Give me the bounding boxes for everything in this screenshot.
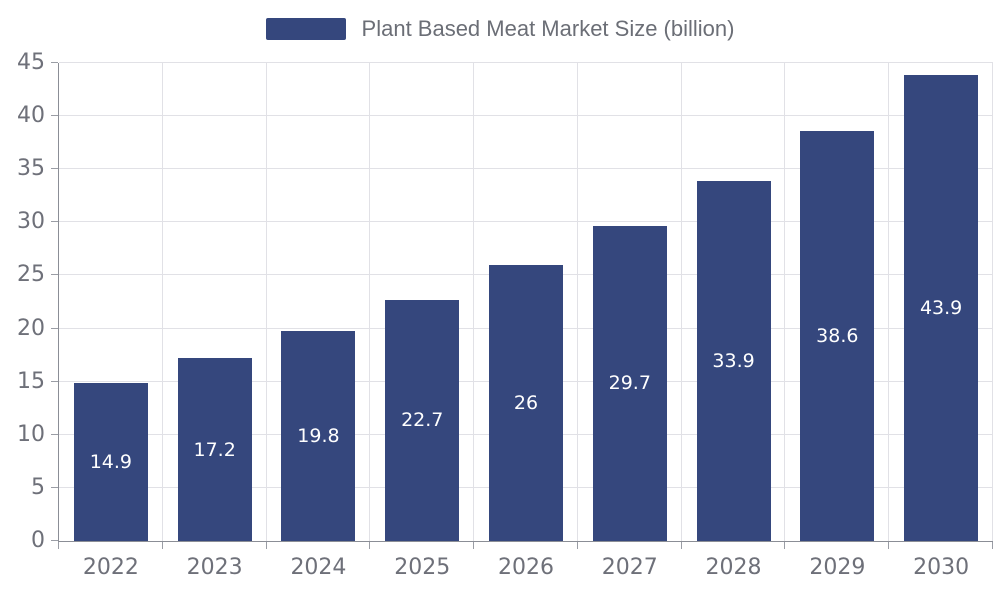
bar-2024[interactable]: 19.8 <box>281 330 356 541</box>
x-axis-tick <box>992 542 993 549</box>
x-axis-tick <box>681 542 682 549</box>
y-axis-label: 35 <box>17 156 45 182</box>
x-axis-label: 2025 <box>394 555 451 580</box>
gridline-h <box>59 62 993 63</box>
gridline-h <box>59 115 993 117</box>
y-axis-tick <box>51 380 58 382</box>
gridline-v <box>784 63 785 541</box>
bar-2023[interactable]: 17.2 <box>177 358 252 541</box>
x-axis-tick <box>473 542 474 549</box>
y-axis-label: 10 <box>17 421 45 447</box>
y-axis-label: 25 <box>17 262 45 288</box>
x-axis-tick <box>266 542 267 549</box>
y-axis-tick <box>51 168 58 170</box>
chart-legend: Plant Based Meat Market Size (billion) <box>0 16 1000 42</box>
gridline-v <box>992 63 993 541</box>
gridline-v <box>888 63 889 541</box>
gridline-h <box>59 221 993 223</box>
x-axis-tick <box>369 542 370 549</box>
gridline-h <box>59 168 993 170</box>
bar-value-label: 22.7 <box>401 409 444 432</box>
gridline-v <box>681 63 682 541</box>
bar-value-label: 43.9 <box>919 296 963 319</box>
bar-value-label: 33.9 <box>712 349 755 372</box>
y-axis-label: 5 <box>31 474 45 500</box>
y-axis-label: 20 <box>17 315 45 341</box>
bar-value-label: 38.6 <box>816 324 859 347</box>
y-axis-label: 40 <box>17 103 45 129</box>
y-axis-label: 30 <box>17 209 45 235</box>
legend-item[interactable]: Plant Based Meat Market Size (billion) <box>265 16 735 42</box>
x-axis-label: 2027 <box>601 555 658 580</box>
x-axis-tick <box>58 542 59 549</box>
bar-value-label: 29.7 <box>608 372 651 395</box>
plot-area: 0 5 10 15 20 25 30 35 40 45 14.9 2022 17.2 2023 19.8 20… <box>17 52 993 580</box>
x-axis-tick <box>888 542 889 549</box>
gridline-v <box>266 63 267 541</box>
y-axis-tick <box>51 221 58 223</box>
bar-value-label: 26 <box>513 391 539 414</box>
y-axis-label: 0 <box>31 528 45 553</box>
x-axis-label: 2022 <box>82 555 139 580</box>
x-axis-tick <box>784 542 785 549</box>
y-axis-tick <box>51 115 58 117</box>
bar-value-label: 19.8 <box>297 424 340 447</box>
legend-label: Plant Based Meat Market Size (billion) <box>361 16 735 41</box>
bar-2026[interactable]: 26 <box>489 264 563 541</box>
x-axis-label: 2028 <box>705 555 762 580</box>
bar-2022[interactable]: 14.9 <box>73 382 148 541</box>
gridline-v <box>369 63 370 541</box>
y-axis-tick <box>51 540 58 541</box>
bar-2025[interactable]: 22.7 <box>385 299 460 541</box>
gridline-v <box>473 63 474 541</box>
legend-swatch <box>265 18 346 40</box>
gridline-v <box>577 63 578 541</box>
y-axis-tick <box>51 62 58 63</box>
bar-2027[interactable]: 29.7 <box>592 225 667 541</box>
x-axis-label: 2029 <box>809 555 866 580</box>
x-axis-label: 2024 <box>290 555 347 580</box>
y-axis-tick <box>51 433 58 435</box>
bar-2028[interactable]: 33.9 <box>696 180 771 541</box>
x-axis-tick <box>577 542 578 549</box>
x-axis-tick <box>162 542 163 549</box>
y-axis-tick <box>51 274 58 276</box>
x-axis-label: 2023 <box>186 555 243 580</box>
y-axis-tick <box>51 327 58 329</box>
x-axis-label: 2030 <box>913 555 970 580</box>
y-axis-label: 15 <box>17 368 45 394</box>
bar-2030[interactable]: 43.9 <box>904 74 979 541</box>
gridline-v <box>162 63 163 541</box>
bar-2029[interactable]: 38.6 <box>800 130 875 541</box>
bar-value-label: 14.9 <box>89 450 133 473</box>
bar-value-label: 17.2 <box>193 438 236 461</box>
x-axis-label: 2026 <box>498 555 554 580</box>
y-axis-tick <box>51 486 58 488</box>
y-axis-label: 45 <box>17 50 45 75</box>
